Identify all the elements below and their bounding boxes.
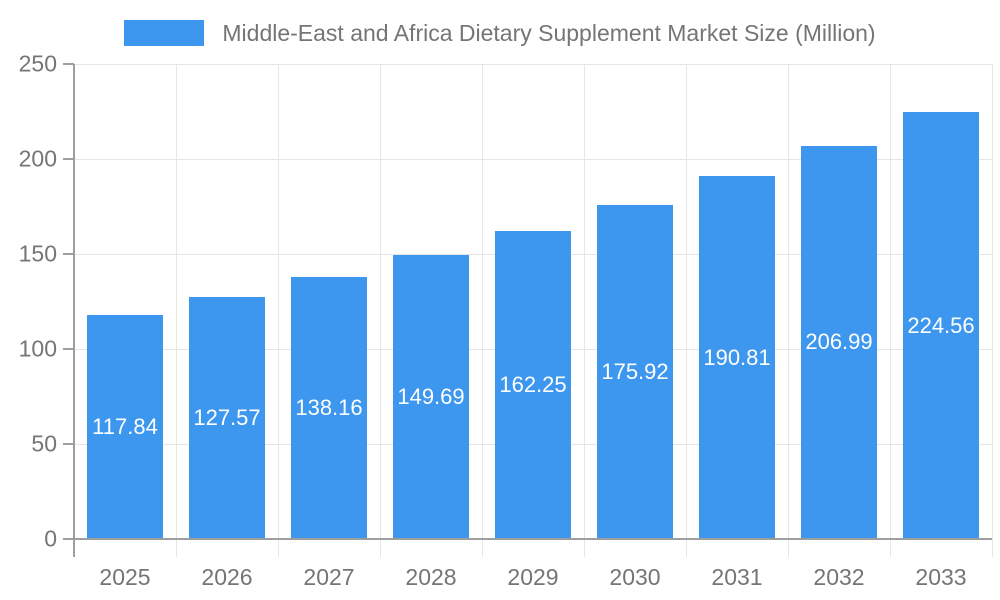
- gridline-vertical-9: [991, 64, 993, 557]
- bar-2028[interactable]: 149.69: [392, 254, 470, 539]
- y-axis-tick-100: [63, 348, 74, 350]
- y-axis-tick-250: [63, 63, 74, 65]
- y-axis-label-250: 250: [18, 50, 57, 77]
- gridline-horizontal-200: [74, 158, 992, 160]
- y-axis-label-100: 100: [18, 335, 57, 362]
- y-axis-tick-50: [63, 443, 74, 445]
- y-axis-tick-0: [63, 538, 74, 540]
- y-axis-label-200: 200: [18, 145, 57, 172]
- bar-2033[interactable]: 224.56: [902, 112, 980, 539]
- bar-2031[interactable]: 190.81: [698, 176, 776, 539]
- gridline-vertical-8: [889, 64, 891, 557]
- bar-2029[interactable]: 162.25: [494, 230, 572, 539]
- gridline-vertical-7: [787, 64, 789, 557]
- bar-2032[interactable]: 206.99: [800, 145, 878, 539]
- gridline-horizontal-250: [74, 63, 992, 65]
- bar-2027[interactable]: 138.16: [290, 276, 368, 539]
- y-axis-line: [73, 64, 75, 557]
- gridline-vertical-5: [583, 64, 585, 557]
- x-axis-label-2031: 2031: [711, 564, 763, 590]
- y-axis-label-0: 0: [44, 525, 57, 552]
- y-axis-label-50: 50: [31, 430, 57, 457]
- bar-value-label-2033: 224.56: [907, 312, 975, 338]
- x-axis-label-2028: 2028: [405, 564, 457, 590]
- bar-value-label-2027: 138.16: [295, 394, 363, 420]
- x-axis-label-2026: 2026: [201, 564, 253, 590]
- gridline-vertical-6: [685, 64, 687, 557]
- gridline-vertical-3: [379, 64, 381, 557]
- bar-value-label-2032: 206.99: [805, 329, 873, 355]
- x-axis-label-2025: 2025: [99, 564, 151, 590]
- bar-value-label-2031: 190.81: [703, 344, 771, 370]
- plot-area: 0 50 100 150 200 250 117.84 2025 127.57 2026 138.1…: [19, 51, 993, 590]
- bar-value-label-2030: 175.92: [601, 358, 669, 384]
- bar-value-label-2025: 117.84: [92, 414, 158, 440]
- bar-value-label-2028: 149.69: [397, 383, 465, 409]
- y-axis-tick-150: [63, 253, 74, 255]
- bar-2030[interactable]: 175.92: [596, 204, 674, 539]
- bar-value-label-2029: 162.25: [499, 371, 567, 397]
- gridline-vertical-4: [481, 64, 483, 557]
- x-axis-label-2033: 2033: [915, 564, 967, 590]
- x-axis-label-2027: 2027: [303, 564, 355, 590]
- x-axis-line: [74, 538, 992, 540]
- y-axis-label-150: 150: [18, 240, 57, 267]
- legend-swatch-icon: [124, 20, 205, 46]
- chart-legend[interactable]: Middle-East and Africa Dietary Supplemen…: [0, 17, 1000, 49]
- y-axis-tick-200: [63, 158, 74, 160]
- bar-2025[interactable]: 117.84: [86, 315, 164, 539]
- bar-value-label-2026: 127.57: [193, 404, 261, 430]
- chart-title: Middle-East and Africa Dietary Supplemen…: [222, 19, 876, 46]
- x-axis-label-2029: 2029: [507, 564, 559, 590]
- x-axis-label-2032: 2032: [813, 564, 865, 590]
- gridline-vertical-1: [175, 64, 177, 557]
- x-axis-label-2030: 2030: [609, 564, 661, 590]
- bar-2026[interactable]: 127.57: [188, 296, 266, 539]
- gridline-vertical-2: [277, 64, 279, 557]
